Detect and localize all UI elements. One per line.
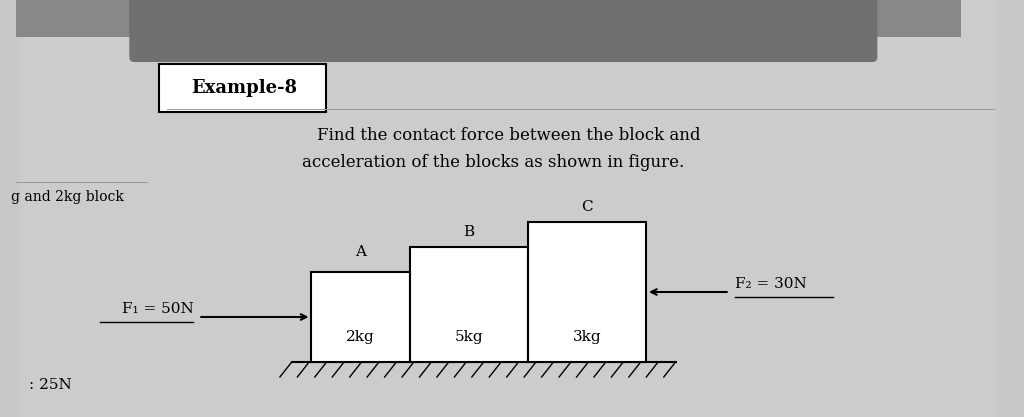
FancyBboxPatch shape — [129, 0, 878, 62]
Text: acceleration of the blocks as shown in figure.: acceleration of the blocks as shown in f… — [302, 153, 685, 171]
Text: : 25N: : 25N — [30, 378, 72, 392]
FancyBboxPatch shape — [159, 64, 327, 112]
Bar — [528, 222, 646, 362]
Text: F₂ = 30N: F₂ = 30N — [734, 277, 806, 291]
Text: F₁ = 50N: F₁ = 50N — [122, 302, 194, 316]
Text: 2kg: 2kg — [346, 330, 375, 344]
Text: B: B — [463, 225, 474, 239]
Text: g and 2kg block: g and 2kg block — [11, 190, 124, 204]
Text: Find the contact force between the block and: Find the contact force between the block… — [316, 126, 700, 143]
FancyBboxPatch shape — [22, 0, 995, 417]
Bar — [410, 247, 528, 362]
Text: 5kg: 5kg — [455, 330, 483, 344]
Text: C: C — [582, 200, 593, 214]
Text: A: A — [355, 245, 367, 259]
Text: Example-8: Example-8 — [191, 79, 298, 97]
Text: 3kg: 3kg — [572, 330, 601, 344]
FancyBboxPatch shape — [16, 0, 961, 37]
Bar — [311, 272, 410, 362]
